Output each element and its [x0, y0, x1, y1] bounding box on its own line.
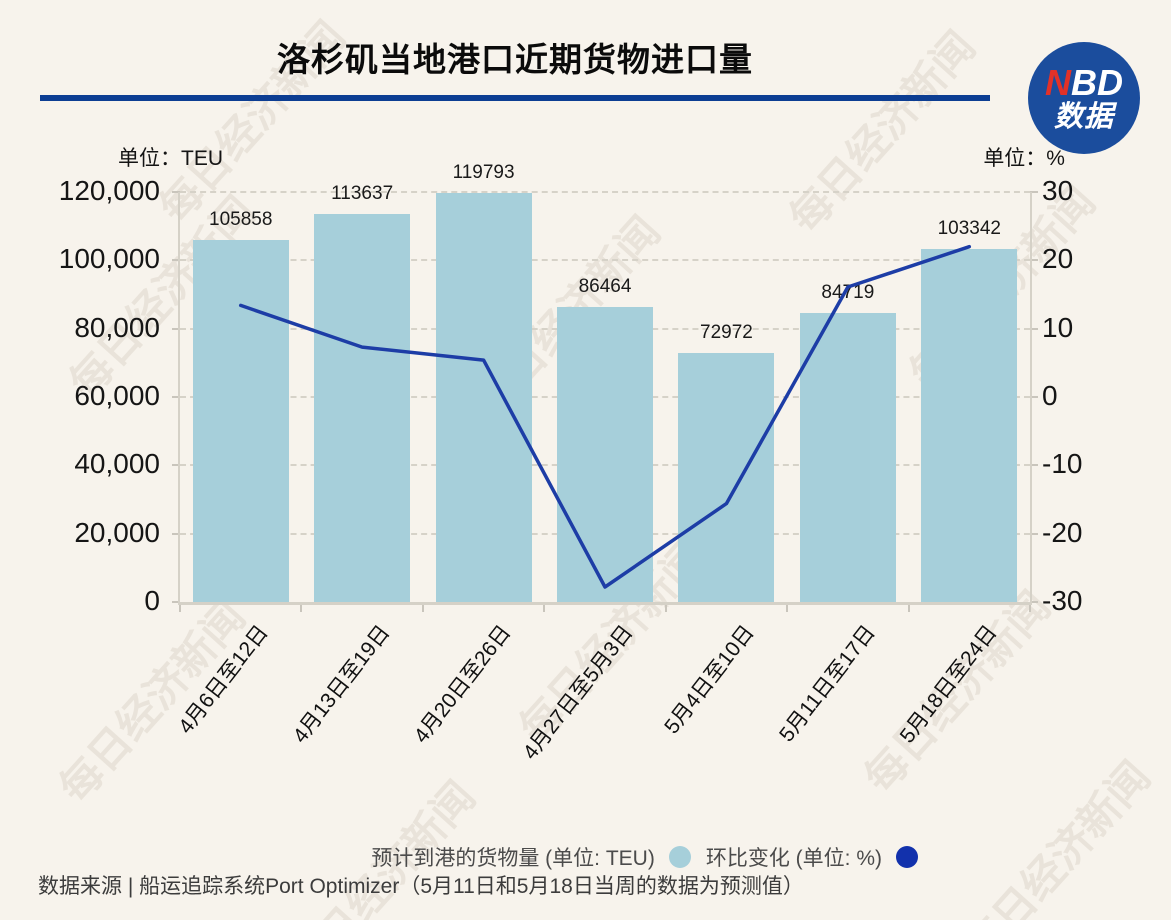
- bar: [799, 312, 896, 602]
- legend-label-change: 环比变化 (单位: %): [705, 847, 882, 870]
- nbd-logo: NBD 数据: [1028, 42, 1140, 154]
- left-axis-tick: [172, 191, 180, 193]
- x-axis-category-label: 5月4日至10日: [659, 621, 759, 739]
- legend-dot-volume: [668, 846, 691, 868]
- right-axis-tick-label: 30: [1042, 175, 1074, 206]
- left-axis-tick-label: 40,000: [74, 448, 160, 480]
- right-axis-tick-label: 20: [1042, 243, 1074, 275]
- bar-value-label: 84719: [821, 281, 875, 303]
- right-axis-unit-label: 单位：%: [983, 147, 1065, 170]
- right-axis-tick: [1030, 532, 1038, 535]
- right-axis-tick: [1030, 601, 1038, 603]
- left-axis-unit-label: 单位：TEU: [118, 147, 223, 170]
- x-axis-category-label: 4月6日至12日: [174, 621, 273, 739]
- left-axis-tick: [172, 464, 180, 467]
- bar-value-label: 86464: [578, 275, 632, 297]
- left-axis-tick: [172, 601, 180, 603]
- left-axis-tick: [172, 396, 180, 398]
- left-axis-tick-label: 120,000: [58, 175, 160, 206]
- bar-value-label: 113637: [331, 182, 394, 204]
- right-axis-tick-label: 0: [1042, 380, 1058, 411]
- left-axis-tick-label: 100,000: [58, 243, 160, 275]
- left-axis-tick-label: 20,000: [74, 516, 160, 548]
- left-axis-tick-label: 0: [144, 585, 160, 616]
- x-axis-category-label: 5月11日至17日: [775, 621, 880, 747]
- nbd-logo-bd: BD: [1071, 61, 1123, 103]
- x-axis-tick: [179, 605, 181, 612]
- legend: 预计到港的货物量 (单位: TEU) 环比变化 (单位: %): [371, 842, 918, 872]
- header: 洛杉矶当地港口近期货物进口量: [40, 34, 990, 87]
- right-axis-line: [1030, 192, 1032, 602]
- right-axis-tick-label: -10: [1042, 448, 1083, 480]
- legend-dot-change: [896, 846, 918, 868]
- bar: [314, 213, 411, 602]
- x-axis-tick: [300, 605, 303, 612]
- bar: [678, 352, 775, 602]
- x-axis-tick: [786, 605, 789, 612]
- right-axis-tick: [1030, 327, 1038, 330]
- x-axis-category-label: 4月27日至5月3日: [518, 621, 638, 765]
- title-divider: [40, 95, 990, 101]
- watermark-text: 每日经济新闻: [50, 592, 255, 812]
- right-axis-tick: [1030, 191, 1038, 193]
- right-axis-tick-label: -20: [1042, 516, 1083, 548]
- left-axis-tick: [172, 259, 180, 262]
- bar: [435, 192, 532, 602]
- nbd-logo-text: NBD: [1045, 61, 1123, 103]
- bar: [192, 240, 289, 602]
- right-axis-tick-label: 10: [1042, 311, 1074, 343]
- right-axis-tick: [1030, 464, 1038, 467]
- x-axis-line: [178, 602, 1032, 605]
- left-axis-tick: [172, 327, 180, 330]
- x-axis-tick: [543, 605, 546, 612]
- x-axis-tick: [421, 605, 424, 612]
- left-axis-line: [178, 192, 180, 602]
- x-axis-tick: [1029, 605, 1031, 612]
- x-axis-category-label: 5月18日至24日: [895, 621, 1002, 748]
- left-axis-tick-label: 60,000: [74, 380, 160, 411]
- right-axis-tick: [1030, 259, 1038, 262]
- left-axis-tick: [172, 532, 180, 535]
- x-axis-category-label: 4月13日至19日: [288, 621, 395, 748]
- page-title: 洛杉矶当地港口近期货物进口量: [277, 41, 753, 78]
- bar-value-label: 105858: [209, 209, 273, 231]
- h-gridline: [180, 259, 1030, 262]
- bar-value-label: 103342: [937, 217, 1001, 239]
- legend-item-volume: 预计到港的货物量 (单位: TEU): [371, 842, 691, 872]
- x-axis-category-label: 4月20日至26日: [409, 621, 516, 748]
- data-source-note: 数据来源 | 船运追踪系统Port Optimizer（5月11日和5月18日当…: [38, 875, 804, 898]
- h-gridline: [180, 191, 1030, 193]
- right-axis-tick: [1030, 396, 1038, 398]
- bar: [557, 306, 653, 602]
- right-axis-tick-label: -30: [1042, 585, 1083, 616]
- bar-value-label: 119793: [452, 161, 515, 183]
- nbd-logo-subtext: 数据: [1053, 100, 1114, 133]
- x-axis-tick: [907, 605, 910, 612]
- watermark-text: 每日经济新闻: [955, 752, 1160, 920]
- nbd-logo-n: N: [1045, 61, 1071, 103]
- x-axis-tick: [664, 605, 667, 612]
- legend-label-volume: 预计到港的货物量 (单位: TEU): [371, 847, 655, 870]
- bar: [921, 248, 1018, 602]
- legend-item-change: 环比变化 (单位: %): [706, 842, 918, 872]
- left-axis-tick-label: 80,000: [74, 311, 160, 343]
- bar-value-label: 72972: [700, 321, 753, 343]
